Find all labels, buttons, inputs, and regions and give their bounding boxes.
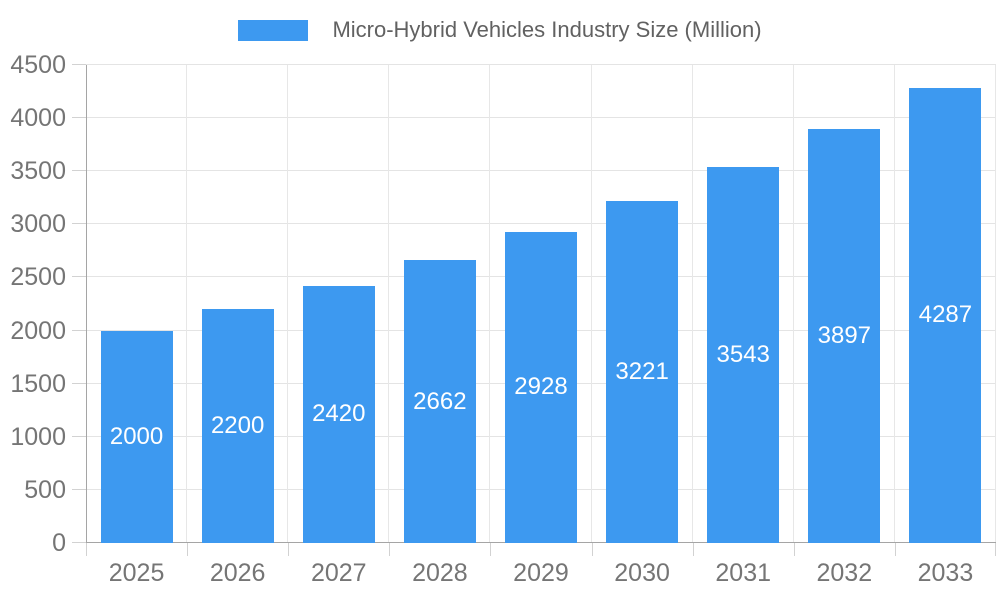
bar[interactable]: 3221 [606,200,679,543]
x-axis-label: 2031 [715,559,772,587]
gridline-vertical [995,65,996,543]
y-axis-tick [72,435,86,437]
gridline-horizontal [86,170,996,172]
plot-area: 0 500 1000 1500 2000 2500 3000 3500 4000 4500 2000… [10,52,996,586]
bar-value-label: 4287 [918,301,973,329]
gridline-vertical [489,65,491,543]
x-axis-label: 2028 [412,559,468,587]
gridline-vertical [590,65,592,543]
bar[interactable]: 2662 [403,260,476,543]
gridline-vertical [893,65,895,543]
legend-swatch-icon [238,19,309,41]
bar[interactable]: 4287 [909,87,982,543]
y-axis-tick [72,382,86,384]
bar[interactable]: 2200 [201,309,274,543]
y-axis-tick [72,276,86,278]
y-axis-label: 3000 [10,210,66,239]
x-axis-tick [389,543,391,556]
y-axis-label: 4500 [10,51,66,79]
legend[interactable]: Micro-Hybrid Vehicles Industry Size (Mil… [0,15,1000,45]
y-axis-tick [72,542,86,543]
x-axis-tick [995,543,996,556]
y-axis-label: 500 [24,475,66,504]
y-axis-tick [72,64,86,65]
legend-label: Micro-Hybrid Vehicles Industry Size (Mil… [332,17,762,42]
x-axis-label: 2025 [108,559,165,587]
y-axis-label: 2500 [10,263,66,292]
x-axis-label: 2026 [209,559,266,587]
bar-value-label: 3221 [615,357,669,385]
gridline-vertical [186,65,188,543]
gridline-vertical [691,65,693,543]
bar-value-label: 3543 [716,340,770,368]
bar[interactable]: 2420 [302,285,375,543]
y-axis-line [86,65,87,543]
y-axis-label: 1000 [10,422,66,451]
bar[interactable]: 3543 [707,166,780,543]
y-axis-label: 1500 [10,369,66,398]
x-axis-tick [288,543,290,556]
x-axis-tick [793,543,795,556]
gridline-vertical [792,65,794,543]
gridline-horizontal [86,64,996,65]
x-axis-tick [591,543,593,556]
bar-value-label: 2928 [514,373,568,401]
bar-value-label: 2000 [109,422,164,450]
x-axis-tick [692,543,694,556]
bar[interactable]: 3897 [808,129,881,543]
y-axis-label: 2000 [10,316,66,345]
y-axis-tick [72,223,86,225]
gridline-horizontal [86,223,996,225]
y-axis-tick [72,488,86,490]
bar[interactable]: 2000 [100,330,173,543]
bar-value-label: 2420 [312,400,366,428]
x-axis-tick [490,543,492,556]
bar-value-label: 2662 [413,387,467,415]
y-axis-tick [72,329,86,331]
y-axis-label: 4000 [10,104,66,133]
y-axis-label: 0 [52,529,66,557]
gridline-horizontal [86,117,996,119]
x-axis-tick [187,543,189,556]
x-axis-label: 2032 [816,559,873,587]
x-axis-tick [86,543,87,556]
gridline-vertical [287,65,289,543]
bar-value-label: 2200 [210,412,265,440]
x-axis-label: 2029 [513,559,569,587]
y-axis-tick [72,170,86,172]
x-axis-label: 2027 [310,559,367,587]
bar[interactable]: 2928 [505,231,577,543]
x-axis-label: 2030 [614,559,670,587]
y-axis-label: 3500 [10,157,66,186]
bar-value-label: 3897 [817,322,872,350]
y-axis-tick [72,117,86,119]
x-axis-tick [894,543,896,556]
x-axis-label: 2033 [917,559,974,587]
gridline-vertical [388,65,390,543]
